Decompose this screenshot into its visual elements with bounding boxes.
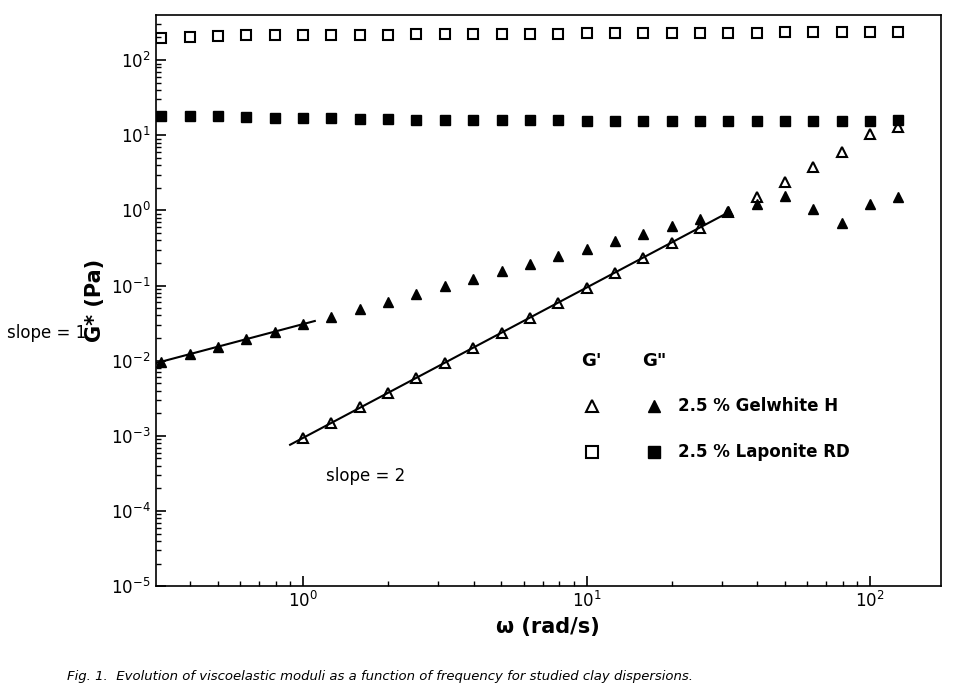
X-axis label: ω (rad/s): ω (rad/s) bbox=[496, 617, 600, 637]
Text: 2.5 % Gelwhite H: 2.5 % Gelwhite H bbox=[678, 397, 838, 415]
Text: slope = 1: slope = 1 bbox=[7, 324, 86, 342]
Text: 2.5 % Laponite RD: 2.5 % Laponite RD bbox=[678, 443, 850, 461]
Y-axis label: G* (Pa): G* (Pa) bbox=[85, 259, 105, 342]
Text: G": G" bbox=[642, 351, 666, 370]
Text: slope = 2: slope = 2 bbox=[325, 467, 404, 485]
Text: Fig. 1.  Evolution of viscoelastic moduli as a function of frequency for studied: Fig. 1. Evolution of viscoelastic moduli… bbox=[67, 670, 693, 683]
Text: G': G' bbox=[581, 351, 601, 370]
